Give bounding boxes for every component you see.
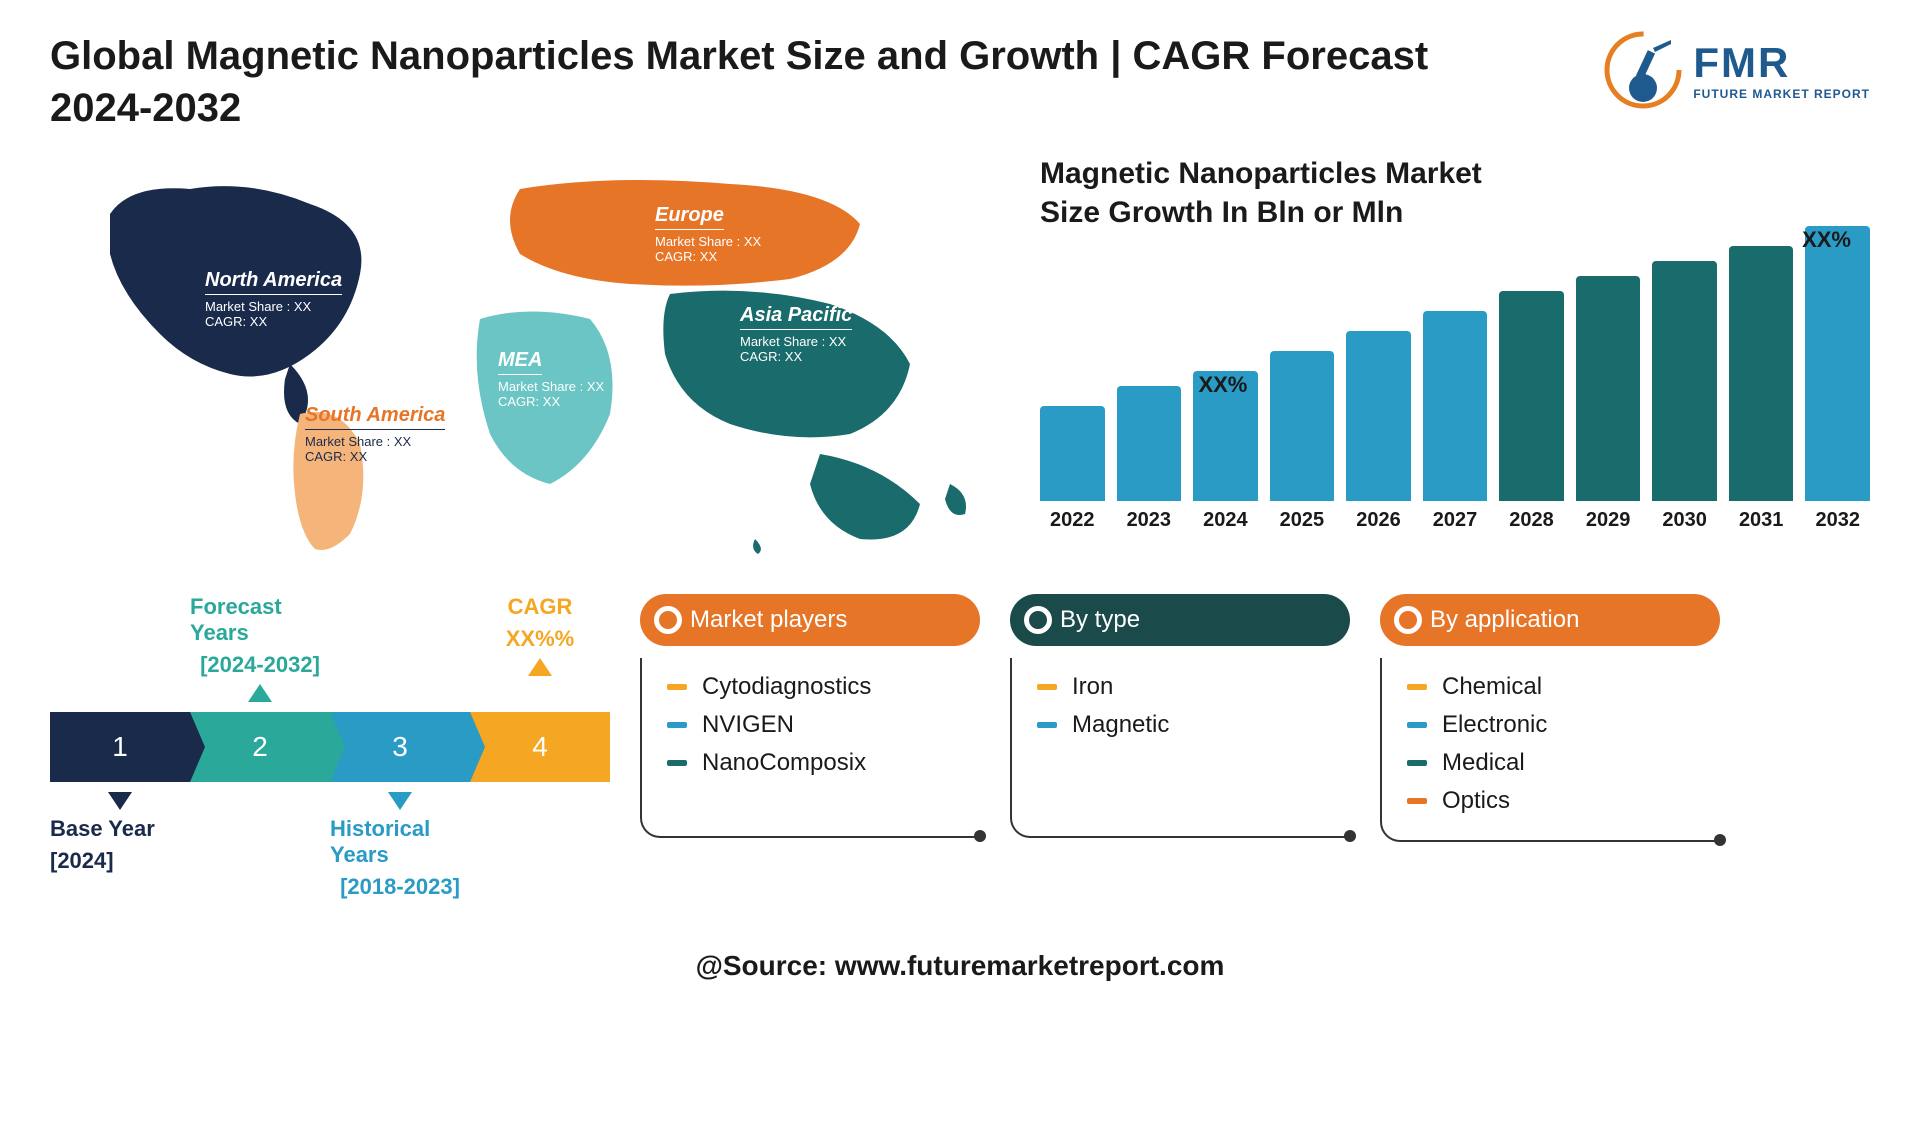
source-attribution: @Source: www.futuremarketreport.com bbox=[50, 950, 1870, 982]
list-item-label: Optics bbox=[1442, 787, 1510, 815]
card-header: By application bbox=[1380, 594, 1720, 646]
bar-2022: 2022 bbox=[1040, 406, 1105, 532]
bar bbox=[1270, 351, 1335, 501]
year-label: 2024 bbox=[1203, 509, 1248, 532]
list-item: Medical bbox=[1407, 749, 1710, 777]
card-body: Cytodiagnostics NVIGEN NanoComposix bbox=[640, 658, 980, 838]
bar-2030: 2030 bbox=[1652, 261, 1717, 532]
world-map: North America Market Share : XX CAGR: XX… bbox=[50, 154, 1000, 554]
map-label-north-america: North America Market Share : XX CAGR: XX bbox=[205, 269, 342, 329]
card-body: Chemical Electronic Medical Optics bbox=[1380, 658, 1720, 842]
map-label-mea: MEA Market Share : XX CAGR: XX bbox=[498, 349, 604, 409]
list-item-label: Iron bbox=[1072, 673, 1113, 701]
year-label: 2025 bbox=[1280, 509, 1325, 532]
triangle-up-icon bbox=[528, 658, 552, 676]
list-marker-icon bbox=[667, 760, 687, 766]
bar-2026: 2026 bbox=[1346, 331, 1411, 532]
list-item: Magnetic bbox=[1037, 711, 1340, 739]
timeline-label-base: Base Year [2024] bbox=[50, 792, 190, 900]
bar bbox=[1652, 261, 1717, 501]
logo-icon bbox=[1603, 30, 1683, 110]
timeline: Forecast Years [2024-2032] CAGR XX%% 123… bbox=[50, 594, 610, 900]
card-body: Iron Magnetic bbox=[1010, 658, 1350, 838]
list-item: NanoComposix bbox=[667, 749, 970, 777]
list-marker-icon bbox=[667, 684, 687, 690]
list-item-label: Chemical bbox=[1442, 673, 1542, 701]
year-label: 2031 bbox=[1739, 509, 1784, 532]
list-item: Optics bbox=[1407, 787, 1710, 815]
triangle-down-icon bbox=[388, 792, 412, 810]
brand-logo: FMR FUTURE MARKET REPORT bbox=[1603, 30, 1870, 110]
year-label: 2027 bbox=[1433, 509, 1478, 532]
list-marker-icon bbox=[1037, 722, 1057, 728]
card-header: Market players bbox=[640, 594, 980, 646]
bar-2031: 2031 bbox=[1729, 246, 1794, 532]
list-item: Chemical bbox=[1407, 673, 1710, 701]
info-card: By application Chemical Electronic Medical O… bbox=[1380, 594, 1720, 842]
card-header: By type bbox=[1010, 594, 1350, 646]
timeline-label-forecast: Forecast Years [2024-2032] bbox=[190, 594, 330, 702]
year-label: 2030 bbox=[1662, 509, 1707, 532]
year-label: 2032 bbox=[1815, 509, 1860, 532]
list-marker-icon bbox=[1037, 684, 1057, 690]
bars-container: 2022 2023 2024 2025 2026 2027 2028 2029 2030 2031… bbox=[1040, 252, 1870, 532]
map-label-south-america: South America Market Share : XX CAGR: XX bbox=[305, 404, 445, 464]
bar-chart: Magnetic Nanoparticles Market Size Growt… bbox=[1040, 154, 1870, 554]
timeline-segment-2: 2 bbox=[190, 712, 330, 782]
page-title: Global Magnetic Nanoparticles Market Siz… bbox=[50, 30, 1450, 134]
bar-2023: 2023 bbox=[1117, 386, 1182, 532]
year-label: 2022 bbox=[1050, 509, 1095, 532]
info-card: Market players Cytodiagnostics NVIGEN NanoC… bbox=[640, 594, 980, 842]
list-item-label: Cytodiagnostics bbox=[702, 673, 871, 701]
timeline-segment-1: 1 bbox=[50, 712, 190, 782]
bar-2027: 2027 bbox=[1423, 311, 1488, 532]
year-label: 2026 bbox=[1356, 509, 1401, 532]
list-marker-icon bbox=[667, 722, 687, 728]
bar bbox=[1729, 246, 1794, 501]
year-label: 2023 bbox=[1127, 509, 1172, 532]
list-item: Electronic bbox=[1407, 711, 1710, 739]
bar bbox=[1805, 226, 1870, 501]
list-item-label: Medical bbox=[1442, 749, 1525, 777]
timeline-label-cagr: CAGR XX%% bbox=[470, 594, 610, 702]
timeline-label-historical: Historical Years [2018-2023] bbox=[330, 792, 470, 900]
bar bbox=[1423, 311, 1488, 501]
bar bbox=[1576, 276, 1641, 501]
list-marker-icon bbox=[1407, 684, 1427, 690]
map-label-europe: Europe Market Share : XX CAGR: XX bbox=[655, 204, 761, 264]
timeline-segment-4: 4 bbox=[470, 712, 610, 782]
list-marker-icon bbox=[1407, 760, 1427, 766]
list-item: Cytodiagnostics bbox=[667, 673, 970, 701]
info-card: By type Iron Magnetic bbox=[1010, 594, 1350, 842]
timeline-segment-3: 3 bbox=[330, 712, 470, 782]
year-label: 2028 bbox=[1509, 509, 1554, 532]
bar-chart-title: Magnetic Nanoparticles Market Size Growt… bbox=[1040, 154, 1540, 232]
bar-2032: 2032 bbox=[1805, 226, 1870, 532]
triangle-down-icon bbox=[108, 792, 132, 810]
bar-2025: 2025 bbox=[1270, 351, 1335, 532]
list-item: NVIGEN bbox=[667, 711, 970, 739]
list-marker-icon bbox=[1407, 722, 1427, 728]
bar-2028: 2028 bbox=[1499, 291, 1564, 532]
list-marker-icon bbox=[1407, 798, 1427, 804]
bar-annotation: XX% bbox=[1198, 372, 1247, 398]
bar bbox=[1117, 386, 1182, 501]
list-item-label: NanoComposix bbox=[702, 749, 866, 777]
year-label: 2029 bbox=[1586, 509, 1631, 532]
logo-subtitle: FUTURE MARKET REPORT bbox=[1693, 87, 1870, 101]
timeline-bar: 1234 bbox=[50, 712, 610, 782]
map-label-asia-pacific: Asia Pacific Market Share : XX CAGR: XX bbox=[740, 304, 852, 364]
bar-2029: 2029 bbox=[1576, 276, 1641, 532]
bar bbox=[1040, 406, 1105, 501]
list-item-label: Magnetic bbox=[1072, 711, 1169, 739]
logo-brand-text: FMR bbox=[1693, 39, 1870, 87]
info-cards-row: Market players Cytodiagnostics NVIGEN NanoC… bbox=[640, 594, 1870, 842]
bar-annotation: XX% bbox=[1802, 227, 1851, 253]
list-item-label: NVIGEN bbox=[702, 711, 794, 739]
triangle-up-icon bbox=[248, 684, 272, 702]
bar bbox=[1346, 331, 1411, 501]
bar bbox=[1499, 291, 1564, 501]
list-item: Iron bbox=[1037, 673, 1340, 701]
list-item-label: Electronic bbox=[1442, 711, 1547, 739]
